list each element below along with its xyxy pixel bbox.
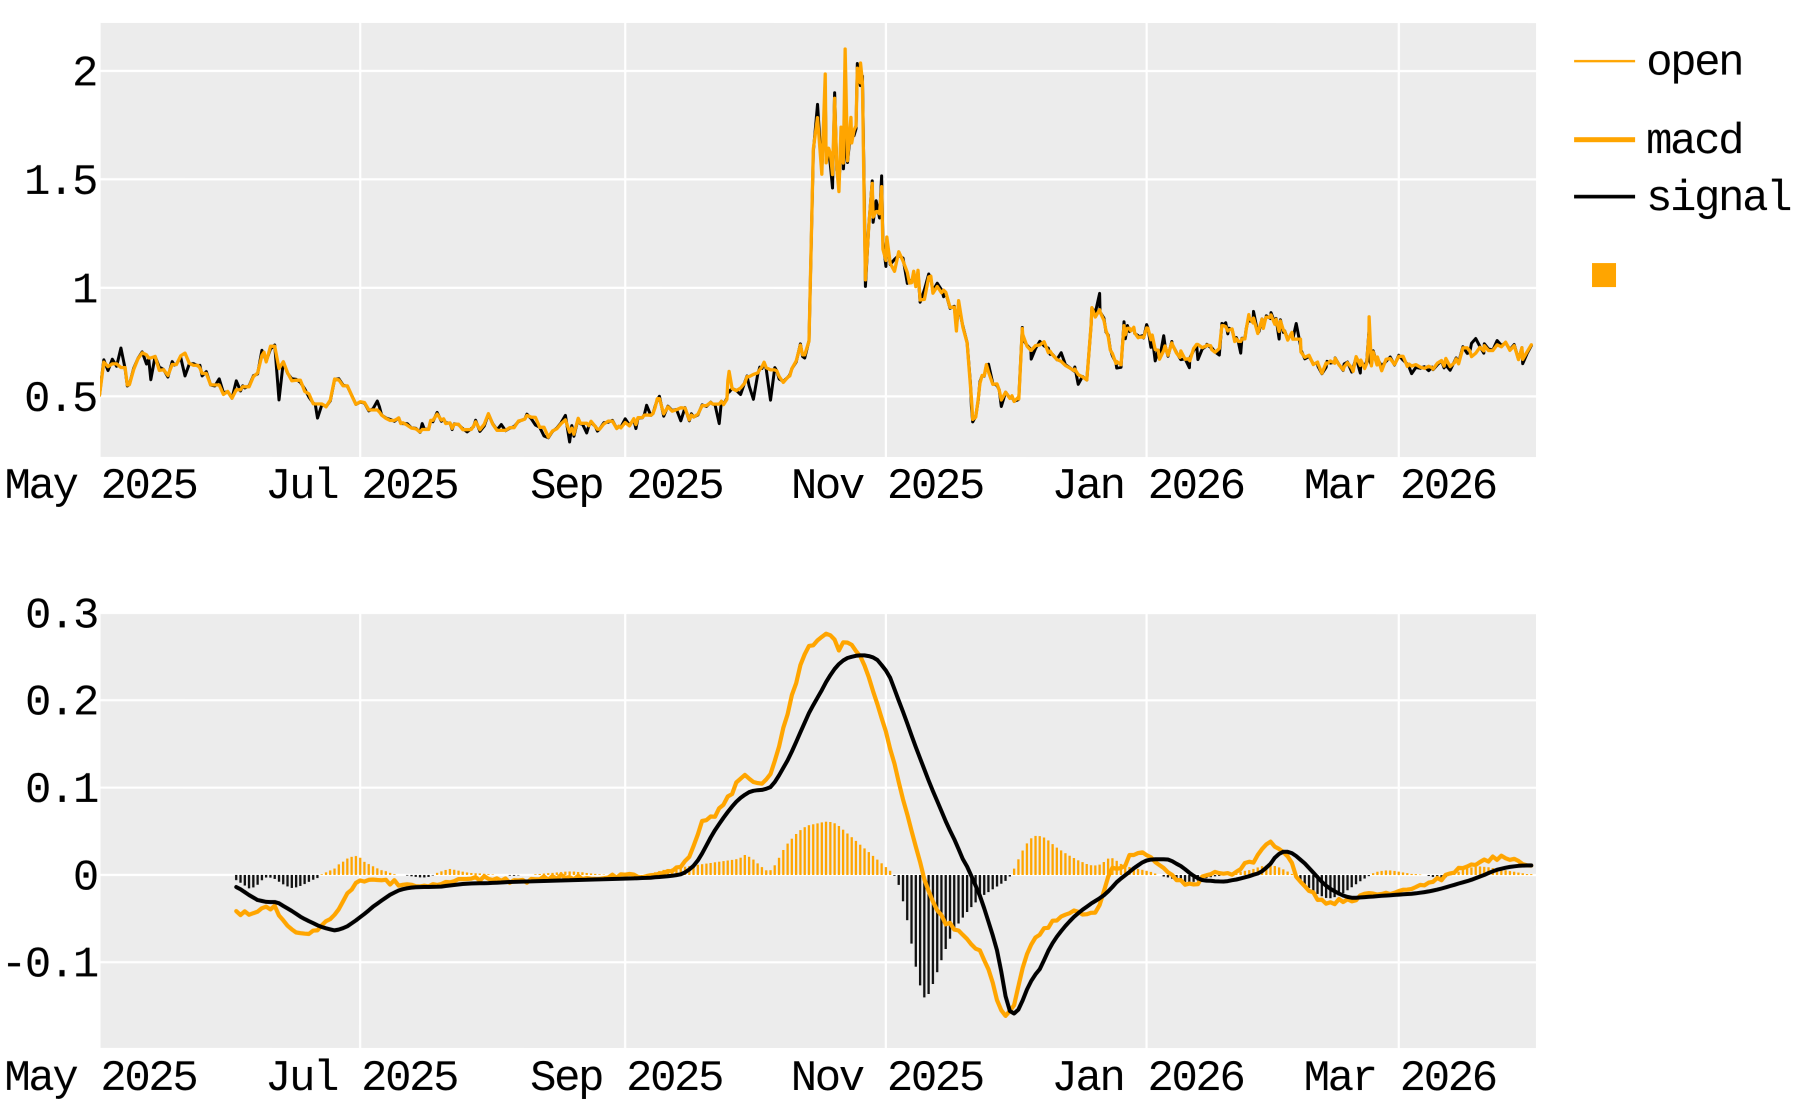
svg-text:Jul 2025: Jul 2025 — [265, 1054, 457, 1100]
svg-text:macd: macd — [1646, 117, 1742, 167]
svg-text:0.2: 0.2 — [25, 679, 97, 729]
svg-text:1.5: 1.5 — [24, 158, 96, 208]
svg-text:Jan 2026: Jan 2026 — [1051, 1054, 1243, 1100]
svg-text:open: open — [1646, 39, 1742, 89]
svg-text:Jan 2026: Jan 2026 — [1052, 462, 1244, 512]
svg-text:Nov 2025: Nov 2025 — [791, 462, 983, 512]
svg-text:0.3: 0.3 — [25, 591, 97, 641]
svg-text:-0.1: -0.1 — [1, 941, 98, 991]
svg-text:Nov 2025: Nov 2025 — [791, 1054, 983, 1100]
svg-text:1: 1 — [72, 266, 97, 316]
svg-text:0.5: 0.5 — [24, 375, 96, 425]
svg-text:May 2025: May 2025 — [4, 462, 196, 512]
svg-text:0.1: 0.1 — [25, 766, 98, 816]
svg-text:Sep 2025: Sep 2025 — [530, 462, 722, 512]
svg-text:May 2025: May 2025 — [4, 1054, 196, 1100]
svg-text:2: 2 — [72, 49, 96, 99]
svg-text:Mar 2026: Mar 2026 — [1304, 462, 1496, 512]
svg-text:Jul 2025: Jul 2025 — [265, 462, 457, 512]
svg-text:0: 0 — [73, 853, 97, 903]
svg-text:Sep 2025: Sep 2025 — [530, 1054, 722, 1100]
svg-text:Mar 2026: Mar 2026 — [1304, 1054, 1496, 1100]
svg-text:signal: signal — [1646, 174, 1790, 224]
